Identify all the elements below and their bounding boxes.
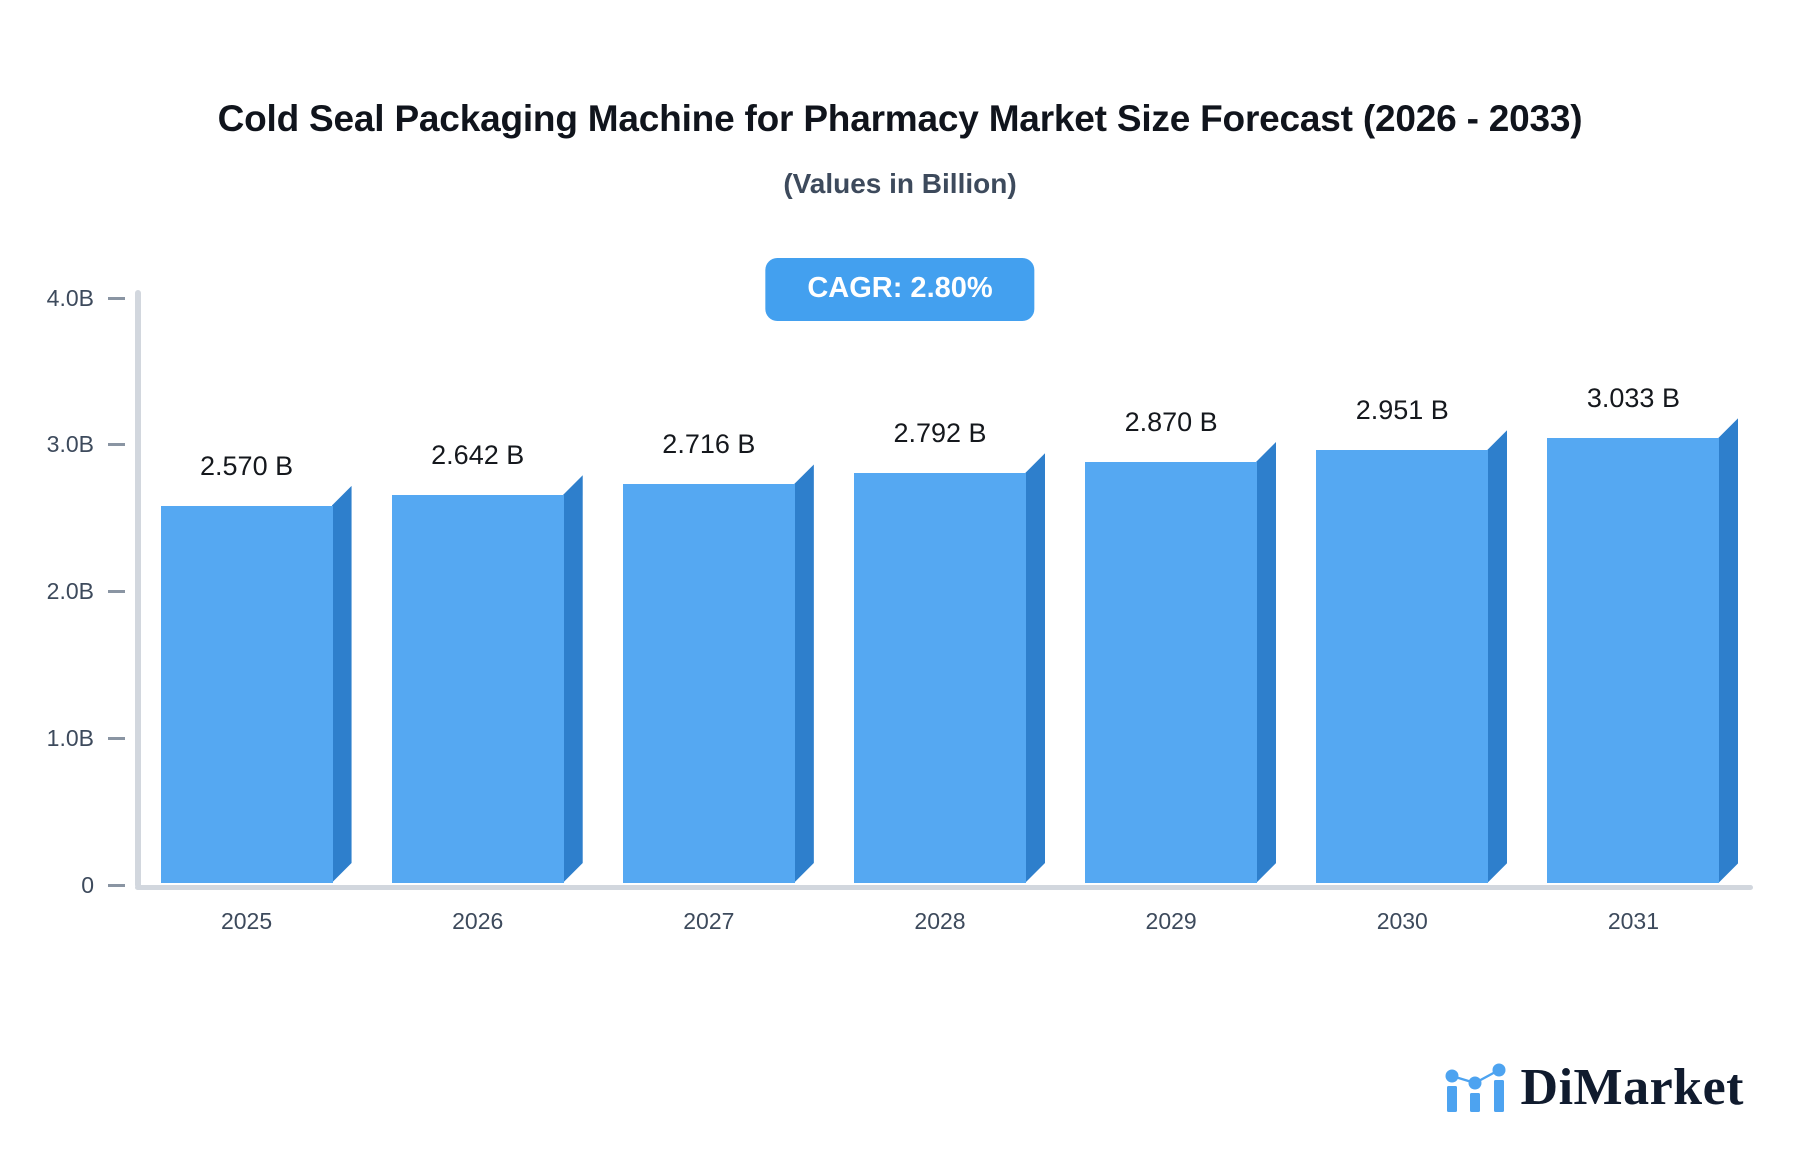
y-axis-tick-label: 4.0B — [46, 284, 94, 311]
y-axis-tick-label: 3.0B — [46, 431, 94, 458]
bar-front-face — [622, 484, 795, 883]
dimarket-logo: DiMarket — [1445, 1062, 1744, 1114]
bar-value-label: 2.570 B — [200, 450, 294, 481]
bar-side-face — [793, 464, 814, 883]
bar: 2.642 B — [391, 440, 583, 883]
bar-side-face — [1718, 417, 1739, 883]
bar-side-face — [1256, 441, 1277, 883]
y-axis-tick: 1.0B — [25, 724, 125, 751]
y-axis-tick: 2.0B — [25, 578, 125, 604]
cagr-badge: CAGR: 2.80% — [765, 258, 1035, 321]
y-axis-tick-mark — [108, 736, 125, 740]
bar-front-face — [160, 505, 333, 883]
plot-area: 0 1.0B 2.0B 3.0B 4.0B 2.570 B 2.642 B 2.716 B 2… — [47, 286, 1753, 934]
x-axis-tick-label: 2030 — [1376, 908, 1428, 934]
y-axis-tick-label: 0 — [81, 871, 94, 898]
bar-front-face — [854, 473, 1026, 883]
chart-subtitle: (Values in Billion) — [783, 168, 1017, 199]
bar-value-label: 2.716 B — [662, 429, 756, 460]
bar-side-face — [1487, 429, 1508, 883]
y-axis-tick-mark — [108, 590, 125, 593]
bar-side-face — [562, 475, 583, 883]
logo-wordmark: DiMarket — [1520, 1059, 1744, 1116]
y-axis-tick-mark — [108, 443, 125, 447]
bar-value-label: 3.033 B — [1586, 382, 1680, 413]
x-axis-tick-label: 2026 — [452, 908, 504, 934]
y-axis-line — [135, 290, 141, 888]
bar: 2.951 B — [1316, 395, 1508, 883]
x-axis-tick-label: 2031 — [1607, 908, 1659, 934]
bar-value-label: 2.792 B — [893, 418, 987, 449]
y-axis-tick-label: 2.0B — [46, 578, 94, 604]
y-axis-tick-mark — [108, 296, 125, 300]
bar-chart-logo-icon — [1445, 1063, 1506, 1112]
x-axis-tick-label: 2029 — [1145, 908, 1197, 934]
bar-front-face — [1316, 449, 1489, 883]
bar: 2.716 B — [622, 429, 814, 883]
chart-title: Cold Seal Packaging Machine for Pharmacy… — [217, 98, 1583, 139]
bar: 2.792 B — [854, 418, 1045, 883]
x-axis-line — [135, 885, 1753, 890]
y-axis-tick: 3.0B — [25, 431, 125, 458]
y-axis-tick-mark — [108, 883, 125, 887]
y-axis-tick-label: 1.0B — [46, 724, 94, 751]
bar-value-label: 2.951 B — [1355, 394, 1449, 425]
bar-front-face — [1085, 461, 1258, 883]
y-axis-tick: 0 — [25, 871, 125, 898]
x-axis-tick-label: 2027 — [683, 908, 735, 934]
bar-front-face — [391, 495, 564, 883]
bar-value-label: 2.870 B — [1124, 406, 1218, 437]
bar: 3.033 B — [1547, 383, 1739, 883]
x-axis-tick-label: 2025 — [220, 908, 273, 934]
bar: 2.570 B — [160, 451, 352, 883]
y-axis-tick: 4.0B — [25, 284, 125, 311]
bar: 2.870 B — [1085, 407, 1277, 883]
bar-side-face — [331, 485, 352, 883]
bar-front-face — [1547, 437, 1720, 883]
x-axis-tick-label: 2028 — [914, 908, 966, 934]
bar-side-face — [1025, 453, 1045, 883]
bar-value-label: 2.642 B — [431, 440, 525, 471]
